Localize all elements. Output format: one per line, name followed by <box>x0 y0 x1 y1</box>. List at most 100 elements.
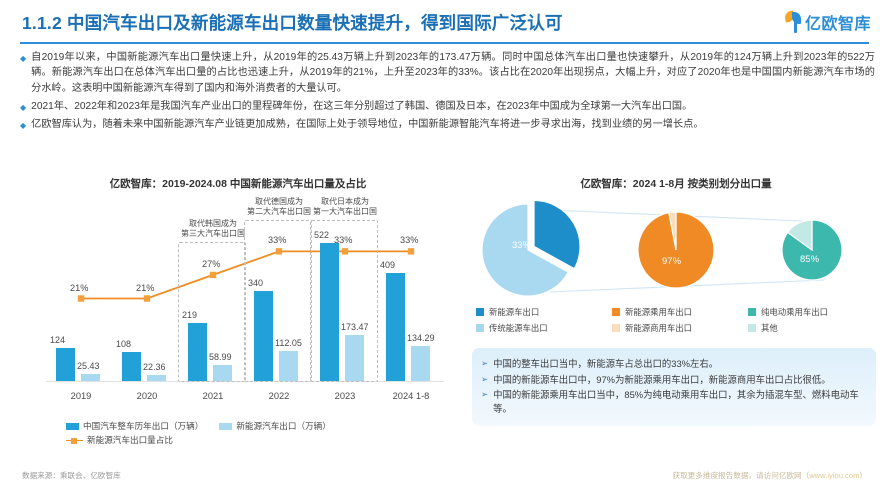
pie-charts-row: 33% 97% 85% <box>472 196 880 304</box>
legend-item: 其他 <box>748 322 878 334</box>
legend-item: 纯电动乘用车出口 <box>748 306 878 318</box>
insight-item: ➢ 中国的新能源车出口中，97%为新能源乘用车出口，新能源商用车出口占比很低。 <box>481 373 866 387</box>
insight-text: 中国的整车出口当中，新能源车占总出口的33%左右。 <box>493 358 719 369</box>
logo-text: 亿欧智库 <box>804 16 871 33</box>
legend-label: 新能源商用车出口 <box>625 323 692 333</box>
legend-item: 新能源商用车出口 <box>612 322 742 334</box>
bar-value-label: 25.43 <box>77 361 100 372</box>
bar-value-label: 58.99 <box>209 352 232 363</box>
insight-item: ➢ 中国的新能源乘用车出口当中，85%为纯电动乘用车出口，其余为插混车型、燃料电… <box>481 388 866 415</box>
nev-share-line <box>81 250 411 300</box>
line-value-label: 33% <box>268 235 287 246</box>
bar-chart-plot: 124 25.43 2019 108 22.36 2020 219 58.99 2021 340 1… <box>28 197 448 410</box>
legend-item: 传统能源车出口 <box>476 322 606 334</box>
pie-1-data-label: 33% <box>512 240 532 251</box>
bullet-text: 自2019年以来，中国新能源汽车出口量快速上升，从2019年的25.43万辆上升… <box>31 52 875 94</box>
title-divider <box>20 42 869 44</box>
bar-value-label: 409 <box>380 259 396 270</box>
legend-item: 新能源乘用车出口 <box>612 306 742 318</box>
milestone-note-line2: 第一大汽车出口国 <box>313 207 377 216</box>
bar-nev-exports <box>345 335 364 381</box>
bar-value-label: 522 <box>314 230 330 241</box>
line-value-label: 33% <box>400 235 419 246</box>
brand-logo: 亿欧智库 <box>784 10 871 34</box>
insight-item: ➢ 中国的整车出口当中，新能源车占总出口的33%左右。 <box>481 357 866 371</box>
milestone-note-line1: 取代韩国成为 <box>189 219 237 228</box>
milestone-note-line1: 取代德国成为 <box>255 197 303 206</box>
diamond-bullet-icon: ◆ <box>20 54 27 63</box>
legend-swatch-icon <box>612 324 620 332</box>
pie-slice <box>668 211 677 251</box>
bar-chart-panel: 亿欧智库：2019-2024.08 中国新能源汽车出口量及占比 124 25.43… <box>18 176 458 446</box>
legend-nev-exports: 新能源汽车出口（万辆） <box>219 420 331 432</box>
legend-nev-share: 新能源汽车出口量占比 <box>66 434 173 446</box>
summary-bullets: ◆ 自2019年以来，中国新能源汽车出口量快速上升，从2019年的25.43万辆… <box>20 50 875 135</box>
arrow-bullet-icon: ➢ <box>481 373 489 384</box>
bullet-item: ◆ 2021年、2022年和2023年是我国汽车产业出口的里程碑年份，在这三年分… <box>20 99 875 114</box>
bar-total-exports <box>386 272 405 381</box>
footer-data-source: 数据来源：乘联会、亿欧智库 <box>22 471 121 480</box>
bar-value-label: 340 <box>248 278 264 289</box>
logo-sprout-icon <box>784 10 802 33</box>
bar-chart-title: 亿欧智库：2019-2024.08 中国新能源汽车出口量及占比 <box>109 178 367 190</box>
legend-swatch-icon <box>476 308 484 316</box>
line-value-label: 27% <box>202 258 221 269</box>
legend-column-2: 新能源乘用车出口 新能源商用车出口 <box>612 306 742 338</box>
x-axis-label: 2021 <box>202 391 224 401</box>
legend-swatch-icon <box>66 422 79 430</box>
footer-suffix: ） <box>859 471 867 480</box>
legend-swatch-icon <box>476 324 484 332</box>
bar-total-exports <box>122 352 141 381</box>
legend-label: 新能源汽车出口量占比 <box>87 435 173 445</box>
legend-item: 新能源车出口 <box>476 306 606 318</box>
bullet-text: 2021年、2022年和2023年是我国汽车产业出口的里程碑年份，在这三年分别超… <box>31 100 693 112</box>
bullet-text: 亿欧智库认为，随着未来中国新能源汽车产业链更加成熟，在国际上处于领导地位，中国新… <box>31 119 704 131</box>
milestone-note-line1: 取代日本成为 <box>321 197 369 206</box>
milestone-highlight-box <box>244 220 312 382</box>
legend-label: 传统能源车出口 <box>489 323 548 333</box>
bar-chart-legend-row1: 中国汽车整车历年出口（万辆） 新能源汽车出口（万辆） <box>66 420 331 432</box>
diamond-bullet-icon: ◆ <box>20 102 27 112</box>
x-axis-label: 2024 1-8 <box>392 391 430 401</box>
bar-nev-exports <box>147 375 166 381</box>
bar-value-label: 22.36 <box>143 362 166 373</box>
insight-text: 中国的新能源车出口中，97%为新能源乘用车出口，新能源商用车出口占比很低。 <box>493 373 831 385</box>
pie-slice <box>533 199 581 270</box>
legend-total-exports: 中国汽车整车历年出口（万辆） <box>66 420 203 432</box>
x-axis-label: 2023 <box>334 391 356 401</box>
bar-value-label: 173.47 <box>341 322 369 333</box>
line-point-marker <box>407 248 415 255</box>
bar-chart-legend-row2: 新能源汽车出口量占比 <box>66 434 173 446</box>
line-value-label: 21% <box>70 282 89 293</box>
line-point-marker <box>341 248 349 255</box>
legend-column-1: 新能源车出口 传统能源车出口 <box>476 306 606 338</box>
bullet-item: ◆ 亿欧智库认为，随着未来中国新能源汽车产业链更加成熟，在国际上处于领导地位，中… <box>20 117 875 132</box>
bar-value-label: 134.29 <box>407 332 435 343</box>
line-value-label: 21% <box>136 282 155 293</box>
milestone-annotation: 取代韩国成为 第三大汽车出口国 <box>152 219 274 239</box>
x-axis-label: 2022 <box>268 391 290 401</box>
bar-value-label: 219 <box>182 310 198 321</box>
milestone-note-line2: 第二大汽车出口国 <box>247 207 311 216</box>
bar-value-label: 124 <box>50 335 66 346</box>
legend-label: 新能源乘用车出口 <box>625 307 692 317</box>
milestone-highlight-box <box>310 220 378 382</box>
slide-header: 1.1.2 中国汽车出口及新能源车出口数量快速提升，得到国际广泛认可 亿欧智库 <box>0 0 889 45</box>
insights-callout-box: ➢ 中国的整车出口当中，新能源车占总出口的33%左右。 ➢ 中国的新能源车出口中… <box>472 348 876 426</box>
line-point-marker <box>143 295 151 302</box>
bar-nev-exports <box>81 374 100 381</box>
bar-total-exports <box>56 348 75 381</box>
insight-text: 中国的新能源乘用车出口当中，85%为纯电动乘用车出口，其余为插混车型、燃料电动车… <box>493 389 859 414</box>
milestone-highlight-box <box>178 242 246 382</box>
legend-swatch-icon <box>219 422 233 430</box>
milestone-note-line2: 第三大汽车出口国 <box>181 229 245 238</box>
legend-column-3: 纯电动乘用车出口 其他 <box>748 306 878 338</box>
line-point-marker <box>209 271 217 279</box>
pie-3-data-label: 85% <box>800 254 820 265</box>
bar-nev-exports <box>213 365 232 381</box>
bar-total-exports <box>320 243 339 381</box>
pie-chart-title: 亿欧智库：2024 1-8月 按类别划分出口量 <box>580 178 772 190</box>
footer-url[interactable]: www.iyiou.com <box>809 471 860 480</box>
percentage-line-series <box>77 248 415 302</box>
pie-charts-panel: 亿欧智库：2024 1-8月 按类别划分出口量 33% 97% 85% 新能源车… <box>472 176 880 456</box>
